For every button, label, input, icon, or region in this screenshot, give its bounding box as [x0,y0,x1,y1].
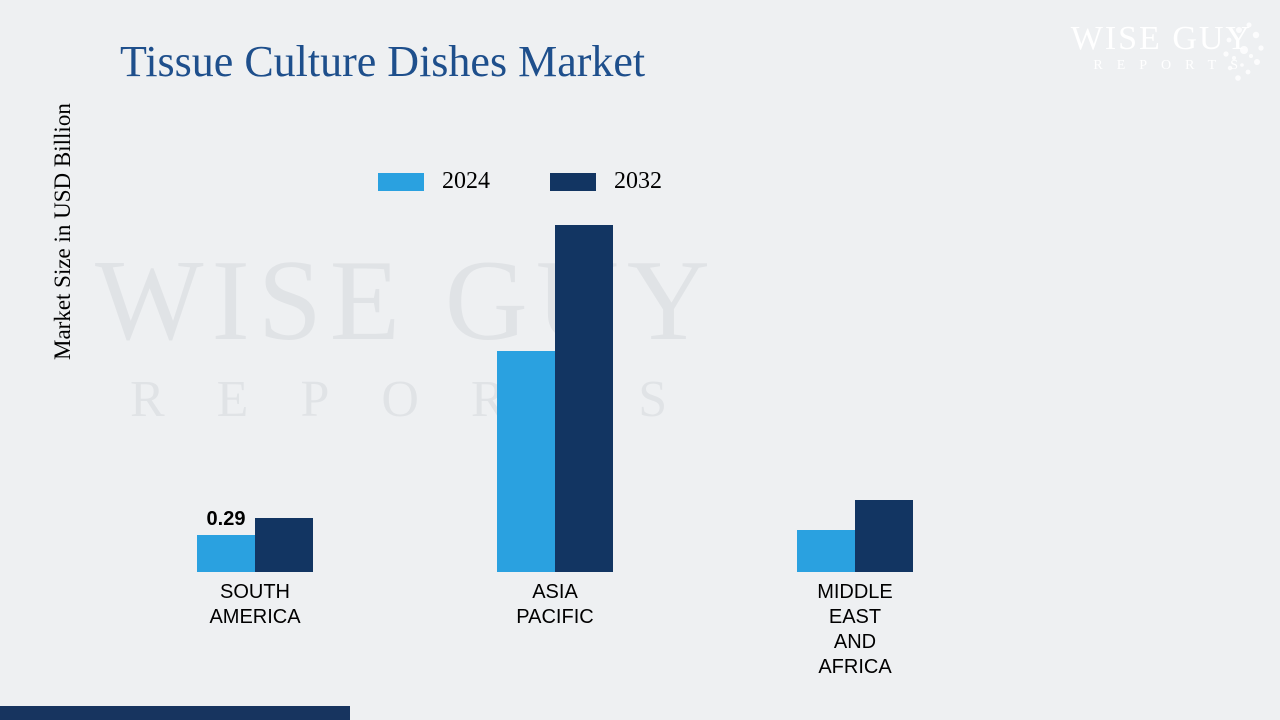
bar-value-label: 0.29 [197,508,255,531]
bottom-accent-strip [0,706,350,720]
y-axis-label: Market Size in USD Billion [50,103,76,360]
legend-swatch-2032 [550,173,596,191]
category-label: ASIA PACIFIC [470,580,640,630]
chart-plot-area: 0.29SOUTH AMERICAASIA PACIFICMIDDLE EAST… [140,212,970,572]
chart-legend: 2024 2032 [60,168,980,195]
category-label: MIDDLE EAST AND AFRICA [770,580,940,680]
chart-container: Market Size in USD Billion 2024 2032 0.2… [60,150,980,690]
bar [255,518,313,572]
bar: 0.29 [197,535,255,572]
legend-item-2032: 2032 [550,168,662,195]
legend-item-2024: 2024 [378,168,490,195]
legend-label-2024: 2024 [442,168,490,195]
bar [497,351,555,572]
brand-logo: WISE GUY REPORTS [1071,22,1252,74]
legend-label-2032: 2032 [614,168,662,195]
brand-logo-main: WISE GUY [1071,22,1252,56]
brand-logo-sub: REPORTS [1071,58,1252,74]
bar [797,530,855,572]
bar [555,225,613,572]
legend-swatch-2024 [378,173,424,191]
chart-title: Tissue Culture Dishes Market [120,36,645,87]
bar [855,500,913,572]
category-label: SOUTH AMERICA [170,580,340,630]
